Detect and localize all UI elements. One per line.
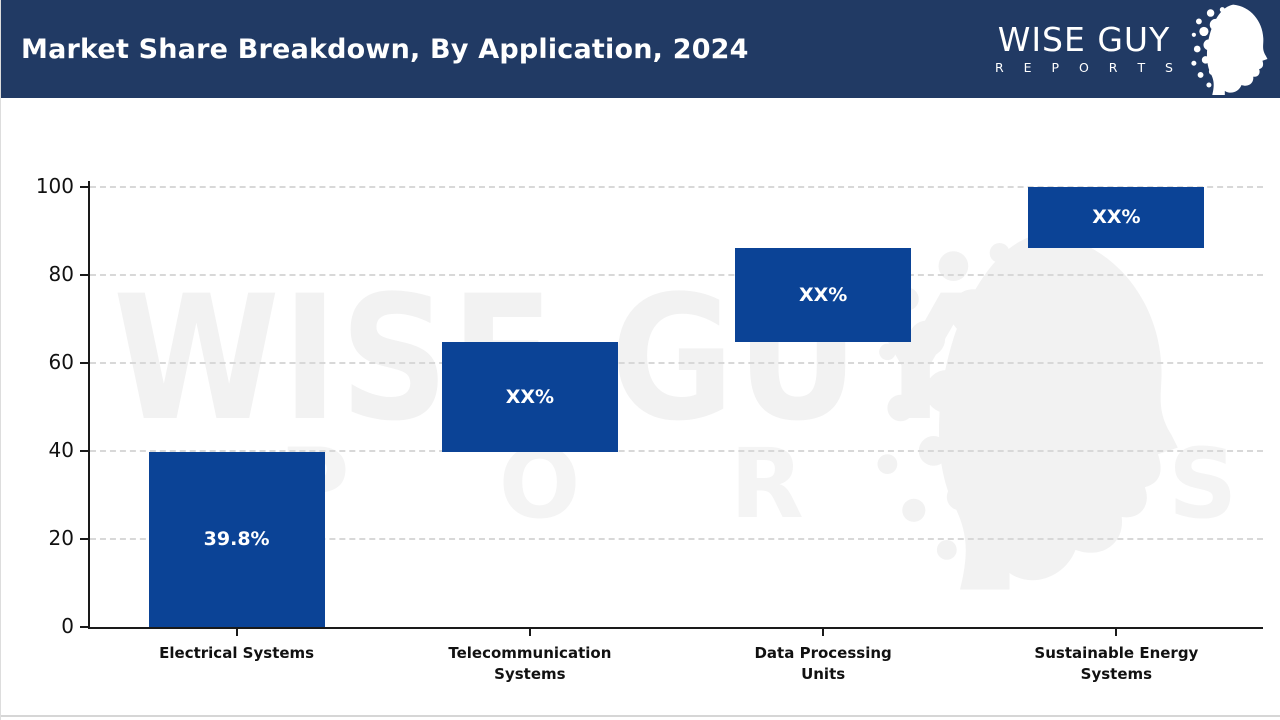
y-tick-mark [80,274,88,276]
bar-value-label: XX% [798,283,848,306]
y-tick-mark [80,450,88,452]
logo-subtitle: R E P O R T S [994,60,1181,75]
bar-segment: 39.8% [148,451,325,627]
y-axis-spine [88,181,90,629]
bar-value-label: XX% [505,385,555,408]
x-tick-mark [822,629,825,636]
y-tick-mark [80,626,88,628]
y-tick-label: 0 [61,614,74,638]
y-tick-label: 100 [35,174,74,198]
y-tick-label: 40 [48,438,74,462]
y-tick-label: 60 [48,350,74,374]
wiseguy-logo: WISE GUY R E P O R T S [987,3,1277,95]
category-label: Telecommunication Systems [448,644,612,683]
header: Market Share Breakdown, By Application, … [1,0,1280,98]
logo-text: WISE GUY R E P O R T S [987,23,1181,75]
chart-title: Market Share Breakdown, By Application, … [21,33,749,65]
logo-head-icon [1191,4,1268,95]
chart-area: WISE GUY P O R T S 0 20 40 60 80 100 39.8% Elec… [1,98,1280,720]
x-tick-mark [1115,629,1118,636]
bar-segment: XX% [735,247,912,342]
x-tick-mark [235,629,238,636]
y-tick-label: 80 [48,262,74,286]
bar-segment: XX% [1028,187,1205,248]
bar-value-label: 39.8% [203,528,270,551]
y-tick-mark [80,538,88,540]
gridline [90,274,1263,276]
x-tick-mark [528,629,531,636]
category-label: Electrical Systems [159,644,315,662]
gridline [90,186,1263,188]
bar-segment: XX% [441,341,618,452]
y-tick-mark [80,186,88,188]
y-tick-mark [80,362,88,364]
gridline [90,538,1263,540]
plot: 0 20 40 60 80 100 39.8% Electrical Systems XX% Te… [36,174,1263,683]
y-tick-label: 20 [48,526,74,550]
logo-wordmark: WISE GUY [997,20,1171,59]
bottom-rule [1,715,1280,717]
category-label: Sustainable Energy Systems [1034,644,1199,683]
category-label: Data Processing Units [754,644,892,683]
gridline [90,450,1263,452]
gridline [90,362,1263,364]
bar-value-label: XX% [1092,206,1141,229]
x-axis-spine [88,627,1263,629]
